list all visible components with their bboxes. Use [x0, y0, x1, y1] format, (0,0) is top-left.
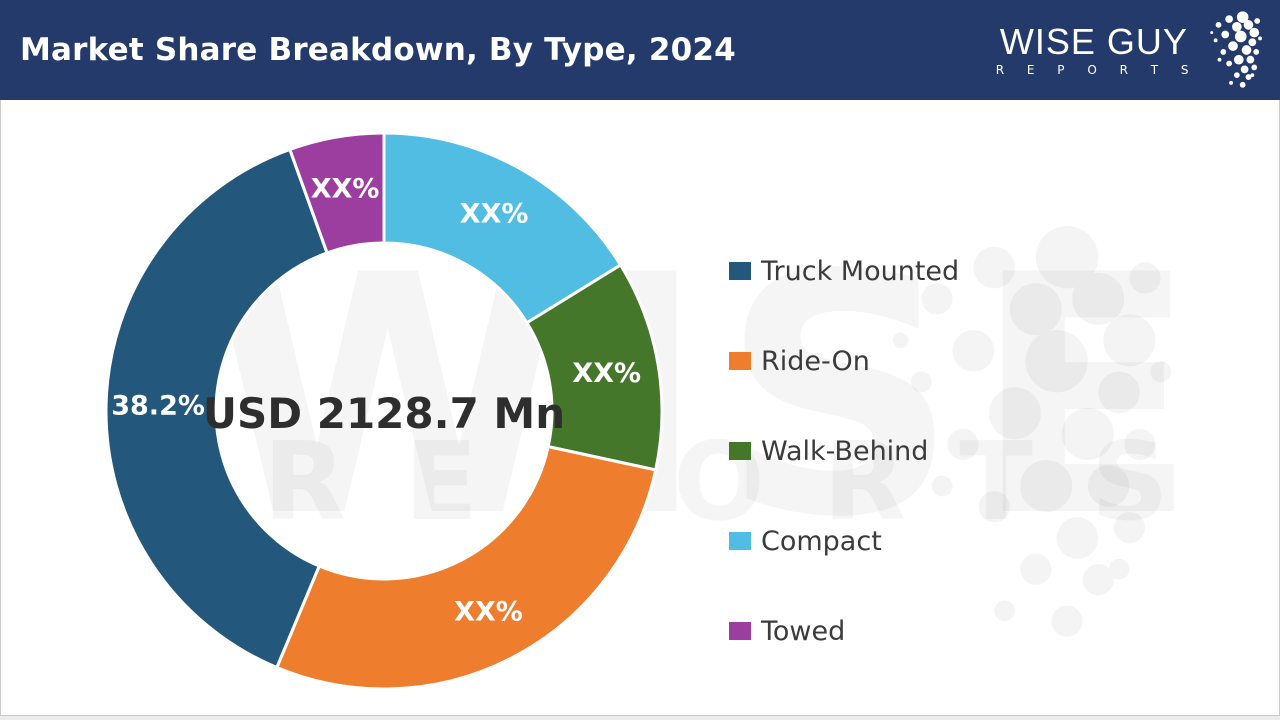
header-bar: Market Share Breakdown, By Type, 2024 WI…: [0, 0, 1280, 100]
donut-slice-towed: [288, 131, 386, 255]
watermark-text-reports: REPORTS: [263, 420, 1227, 545]
legend-swatch: [729, 352, 751, 370]
page-title: Market Share Breakdown, By Type, 2024: [20, 32, 736, 68]
legend-swatch: [729, 262, 751, 280]
brand-logo: WISE GUY R E P O R T S: [990, 0, 1262, 100]
legend-label: Compact: [761, 525, 882, 557]
donut-slice-truck-mounted: [104, 147, 329, 670]
legend-swatch: [729, 442, 751, 460]
brand-logo-text: WISE GUY R E P O R T S: [990, 23, 1198, 77]
slice-label-ride-on: XX%: [454, 596, 523, 627]
brand-subtitle: R E P O R T S: [995, 62, 1198, 77]
slice-label-towed: XX%: [311, 173, 380, 204]
legend-item-truck-mounted: Truck Mounted: [729, 248, 959, 294]
legend-item-compact: Compact: [729, 518, 959, 564]
legend-swatch: [729, 622, 751, 640]
slice-label-walk-behind: XX%: [572, 358, 641, 389]
donut-chart: XX% XX% XX% 38.2% XX%: [104, 131, 664, 691]
legend-label: Truck Mounted: [761, 255, 960, 287]
bottom-strip: [0, 716, 1280, 720]
chart-center-total: USD 2128.7 Mn: [202, 389, 566, 438]
chart-legend: Truck Mounted Ride-On Walk-Behind Compact To…: [729, 248, 959, 698]
legend-label: Towed: [761, 615, 846, 647]
brand-face-icon: [1210, 11, 1262, 88]
legend-item-towed: Towed: [729, 608, 959, 654]
legend-label: Walk-Behind: [761, 435, 929, 467]
legend-swatch: [729, 532, 751, 550]
legend-item-walk-behind: Walk-Behind: [729, 428, 959, 474]
legend-label: Ride-On: [761, 345, 870, 377]
chart-card: WISE GUY REPORTS XX%XX%XX%38.2%XX% USD 2…: [0, 100, 1280, 716]
donut-slice-compact: [382, 131, 623, 325]
brand-name: WISE GUY: [999, 21, 1188, 63]
watermark-face-icon: [892, 226, 1171, 637]
slice-label-compact: XX%: [460, 199, 529, 230]
legend-item-ride-on: Ride-On: [729, 338, 959, 384]
slice-label-truck-mounted: 38.2%: [111, 390, 205, 421]
donut-slice-ride-on: [275, 445, 658, 691]
